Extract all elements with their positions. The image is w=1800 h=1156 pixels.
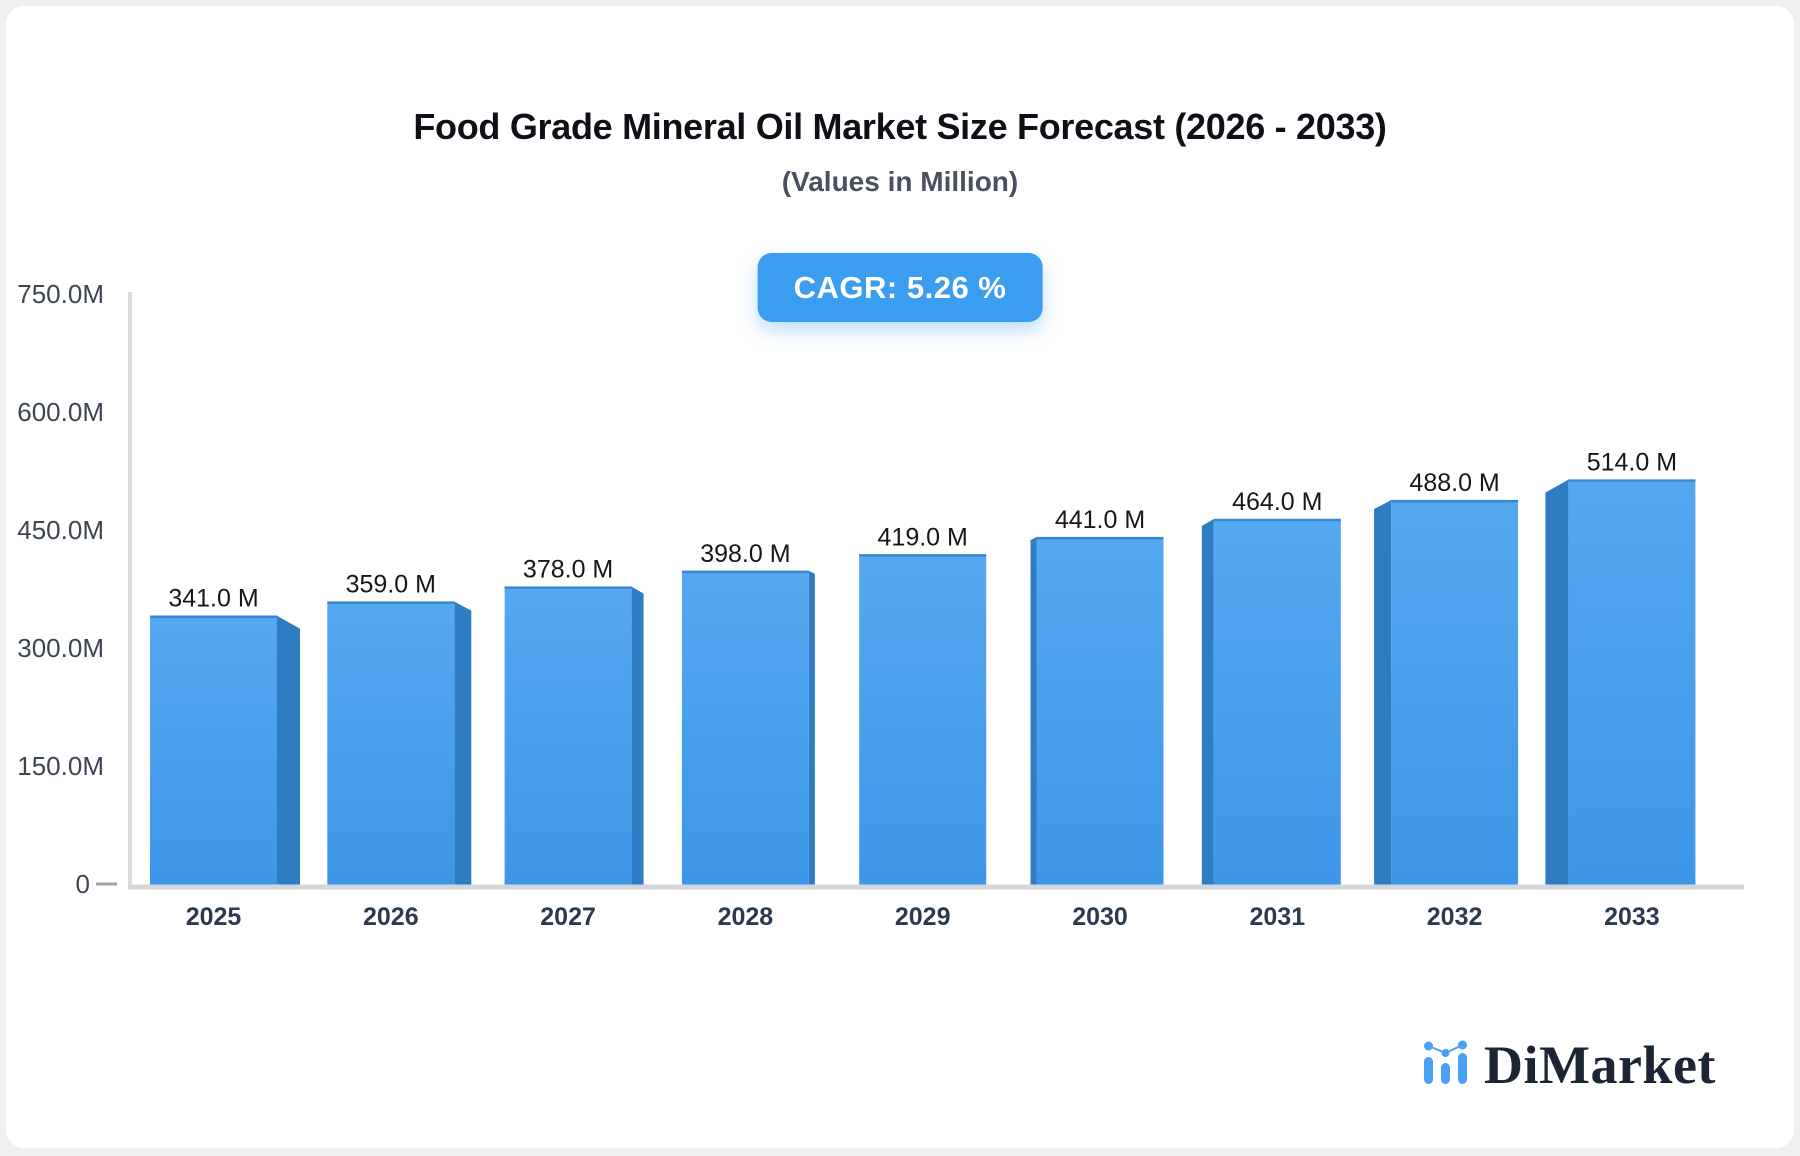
y-axis-tick-label: 150.0M — [17, 751, 104, 781]
bar-side-face — [808, 570, 815, 886]
chart-title: Food Grade Mineral Oil Market Size Forec… — [413, 106, 1387, 147]
bar-side-face — [631, 586, 644, 886]
bar-value-label: 398.0 M — [700, 540, 790, 568]
bar-group-2031: 464.0 M 2031 — [1201, 488, 1341, 931]
bar-value-label: 514.0 M — [1587, 449, 1677, 477]
bar-group-2025: 341.0 M 2025 — [150, 585, 300, 931]
chart-subtitle: (Values in Million) — [781, 166, 1019, 197]
bar-group-2033: 514.0 M 2033 — [1545, 449, 1696, 931]
bar-value-label: 441.0 M — [1055, 506, 1145, 534]
bar-side-face — [1030, 537, 1037, 886]
bar-group-2027: 378.0 M 2027 — [504, 556, 644, 931]
bar-2031[interactable] — [1213, 518, 1341, 886]
bar-group-2032: 488.0 M 2032 — [1374, 469, 1519, 931]
bar-group-2026: 359.0 M 2026 — [327, 571, 472, 931]
x-axis-label: 2026 — [363, 903, 419, 931]
bar-side-face — [277, 615, 300, 886]
bar-value-label: 419.0 M — [878, 523, 968, 551]
cagr-badge: CAGR: 5.26 % — [757, 253, 1043, 322]
y-axis-tick-label: 600.0M — [17, 397, 104, 427]
bar-value-label: 359.0 M — [346, 571, 436, 599]
x-axis-label: 2025 — [186, 903, 242, 931]
bar-value-label: 464.0 M — [1232, 488, 1322, 516]
y-axis-tick-label: 750.0M — [17, 279, 104, 309]
bar-2026[interactable] — [327, 601, 455, 886]
dimarket-logo-text: DiMarket — [1484, 1035, 1716, 1095]
x-axis-label: 2033 — [1604, 903, 1660, 931]
bar-value-label: 378.0 M — [523, 556, 613, 584]
x-axis-label: 2030 — [1072, 903, 1128, 931]
bar-2027[interactable] — [504, 586, 632, 886]
bar-side-face — [1374, 500, 1392, 886]
dimarket-logo: DiMarket — [1422, 1038, 1716, 1092]
bar-value-label: 488.0 M — [1409, 469, 1499, 497]
y-axis-tick-label: 450.0M — [17, 515, 104, 545]
bar-group-2028: 398.0 M 2028 — [681, 540, 815, 931]
bar-2028[interactable] — [681, 570, 809, 886]
bar-side-face — [1545, 479, 1569, 886]
bar-value-label: 341.0 M — [168, 585, 258, 613]
bar-2030[interactable] — [1036, 537, 1164, 886]
y-axis-tick-label: 300.0M — [17, 633, 104, 663]
bar-2033[interactable] — [1568, 479, 1696, 886]
bar-side-face — [454, 601, 472, 886]
bar-2025[interactable] — [150, 615, 277, 886]
x-axis-label: 2027 — [540, 903, 596, 931]
bar-group-2030: 441.0 M 2030 — [1030, 506, 1164, 931]
bar-group-2029: 419.0 M 2029 — [859, 523, 987, 931]
x-axis-label: 2032 — [1427, 903, 1483, 931]
bar-2029[interactable] — [859, 554, 987, 886]
y-axis-tick-label: 0 — [76, 869, 90, 899]
x-axis-label: 2029 — [895, 903, 951, 931]
x-axis-label: 2028 — [718, 903, 774, 931]
x-axis-label: 2031 — [1249, 903, 1305, 931]
dimarket-logo-icon — [1424, 1040, 1467, 1084]
bar-2032[interactable] — [1391, 500, 1519, 886]
bar-side-face — [1201, 518, 1214, 886]
